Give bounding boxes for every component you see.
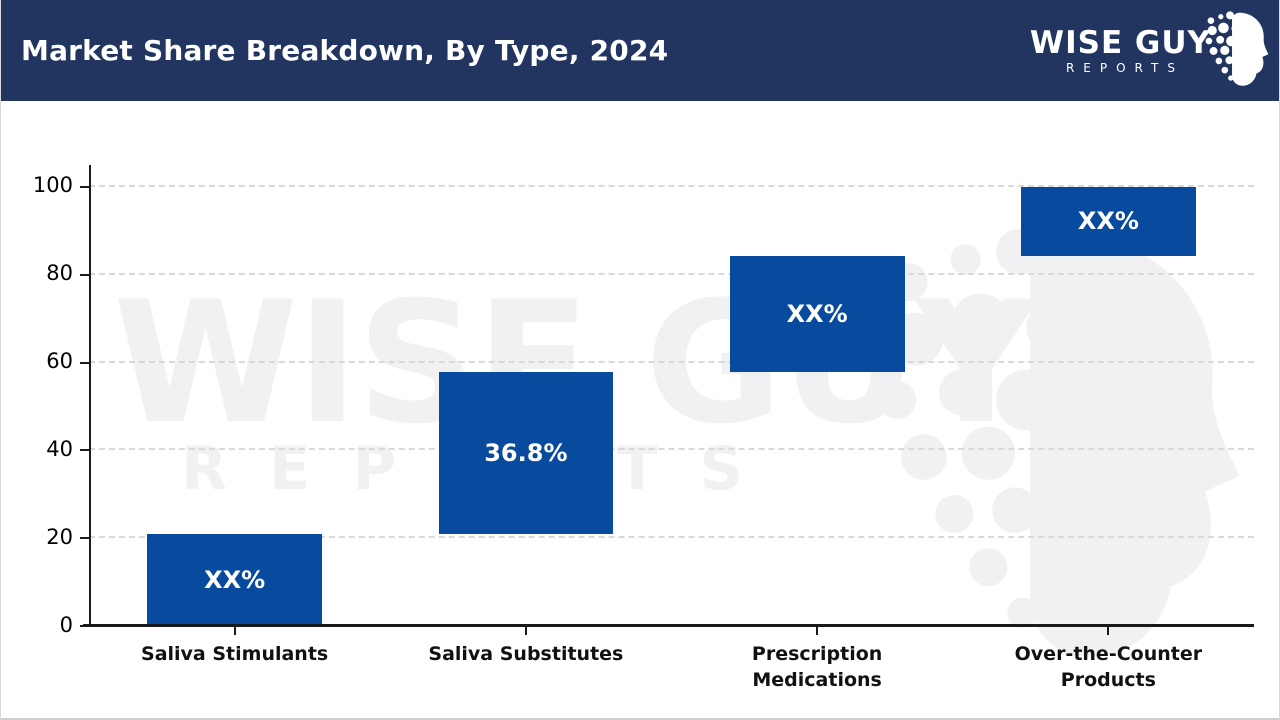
plot-area: 0 20 40 60 80 100 XX% Saliva Stimulants 36.8% Sal… <box>33 165 1254 691</box>
gridline <box>89 360 1254 363</box>
x-category-label: Saliva Stimulants <box>141 643 329 665</box>
logo-text: WISE GUY REPORTS <box>1029 24 1211 75</box>
bar-value-label: 36.8% <box>484 439 568 468</box>
x-category-label: Saliva Substitutes <box>428 643 624 665</box>
logo-face-icon <box>1205 10 1269 86</box>
y-tick-label: 80 <box>46 261 73 286</box>
y-tick-label: 40 <box>46 436 73 461</box>
x-tick-mark <box>524 626 527 635</box>
bar-saliva-stimulants: XX% <box>147 533 322 626</box>
bar-prescription-medications: XX% <box>729 255 905 373</box>
y-axis-line <box>89 165 91 626</box>
gridline <box>89 184 1254 187</box>
page-title: Market Share Breakdown, By Type, 2024 <box>21 34 669 67</box>
y-tick-label: 0 <box>59 612 73 637</box>
gridline <box>89 272 1254 275</box>
y-tick-mark <box>80 185 89 188</box>
logo-subtitle: REPORTS <box>1065 60 1184 75</box>
x-category-label: Prescription Medications <box>751 643 883 691</box>
header-bar: Market Share Breakdown, By Type, 2024 WI… <box>1 0 1279 101</box>
x-axis-line <box>83 624 1254 627</box>
wise-guy-logo: WISE GUY REPORTS <box>1030 0 1269 101</box>
y-tick-mark <box>80 449 89 452</box>
y-tick-mark <box>80 537 89 540</box>
x-tick-mark <box>816 626 819 635</box>
y-tick-mark <box>80 273 89 276</box>
bar-saliva-substitutes: 36.8% <box>438 372 614 534</box>
y-tick-mark <box>80 625 89 627</box>
gridline <box>89 448 1254 451</box>
bar-value-label: XX% <box>204 565 266 594</box>
gridline <box>89 536 1254 539</box>
y-tick-label: 20 <box>46 524 73 549</box>
y-tick-label: 100 <box>32 173 73 198</box>
logo-wordmark: WISE GUY <box>1029 24 1211 61</box>
bar-value-label: XX% <box>786 300 848 329</box>
y-tick-label: 60 <box>46 349 73 374</box>
x-tick-mark <box>233 626 236 635</box>
x-tick-mark <box>1107 626 1110 635</box>
x-category-label: Over-the-Counter Products <box>1014 643 1203 691</box>
bar-value-label: XX% <box>1077 207 1139 236</box>
y-tick-mark <box>80 361 89 364</box>
bar-over-the-counter-products: XX% <box>1021 186 1196 256</box>
